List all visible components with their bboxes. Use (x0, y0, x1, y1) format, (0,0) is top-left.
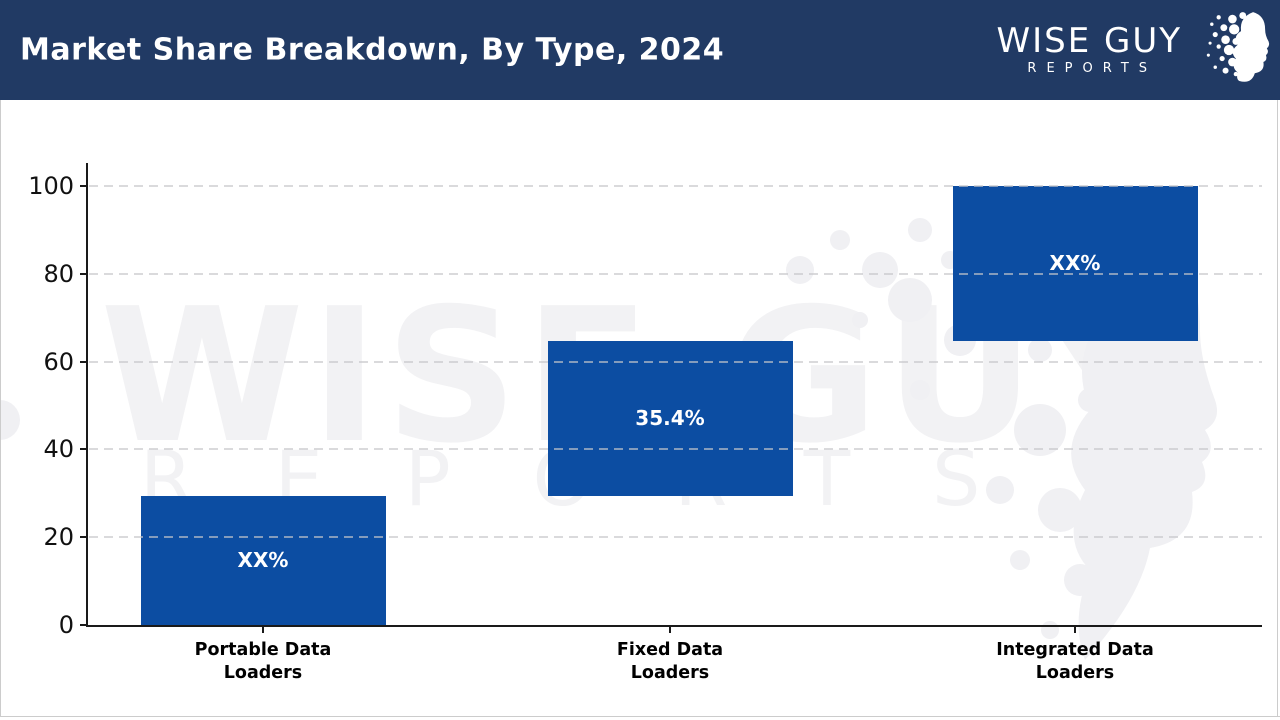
x-axis-tickmark (262, 625, 264, 633)
frame-border-bottom (0, 716, 1280, 717)
page-title: Market Share Breakdown, By Type, 2024 (20, 32, 725, 68)
bar-segment: XX% (952, 186, 1198, 341)
bar-segment: 35.4% (547, 340, 793, 496)
y-axis-tickmark (80, 448, 88, 451)
bar-segment: XX% (140, 495, 386, 625)
header-bar: Market Share Breakdown, By Type, 2024 WI… (0, 0, 1280, 100)
bar-value-label: 35.4% (635, 406, 705, 431)
y-axis-tickmark (80, 185, 88, 187)
x-axis-category-label: Integrated Data Loaders (996, 640, 1154, 683)
frame-border-right (1277, 100, 1278, 717)
y-axis-tick-label: 100 (28, 172, 74, 200)
y-axis-spine (86, 163, 88, 627)
brand-logo-text: WISE GUY REPORTS (996, 20, 1182, 77)
x-axis-spine (86, 625, 1262, 627)
y-axis-tick-label: 0 (58, 611, 74, 639)
brand-logo: WISE GUY REPORTS (996, 6, 1272, 94)
frame-border-left (0, 100, 1, 717)
y-axis-tick-label: 20 (43, 523, 74, 552)
y-axis-tick-label: 80 (43, 259, 74, 288)
y-axis-tickmark (80, 272, 88, 275)
x-axis-category-label: Portable Data Loaders (194, 640, 332, 683)
gridline (89, 185, 1262, 187)
bar-value-label: XX% (237, 548, 289, 573)
y-axis-tickmark (80, 360, 88, 363)
gridline (89, 448, 1262, 451)
x-axis-category-label: Fixed Data Loaders (616, 640, 724, 683)
wise-guy-face-icon (1206, 12, 1270, 82)
y-axis-tick-label: 40 (43, 435, 74, 464)
y-axis-tick-label: 60 (43, 347, 74, 376)
bar-value-label: XX% (1049, 251, 1101, 276)
gridline (89, 536, 1262, 539)
y-axis-tickmark (80, 624, 88, 626)
gridline (89, 360, 1262, 363)
x-axis-tickmark (669, 625, 671, 633)
brand-subtitle: REPORTS (1027, 61, 1158, 77)
gridline (89, 272, 1262, 275)
brand-name: WISE GUY (996, 20, 1182, 61)
y-axis-tickmark (80, 536, 88, 539)
